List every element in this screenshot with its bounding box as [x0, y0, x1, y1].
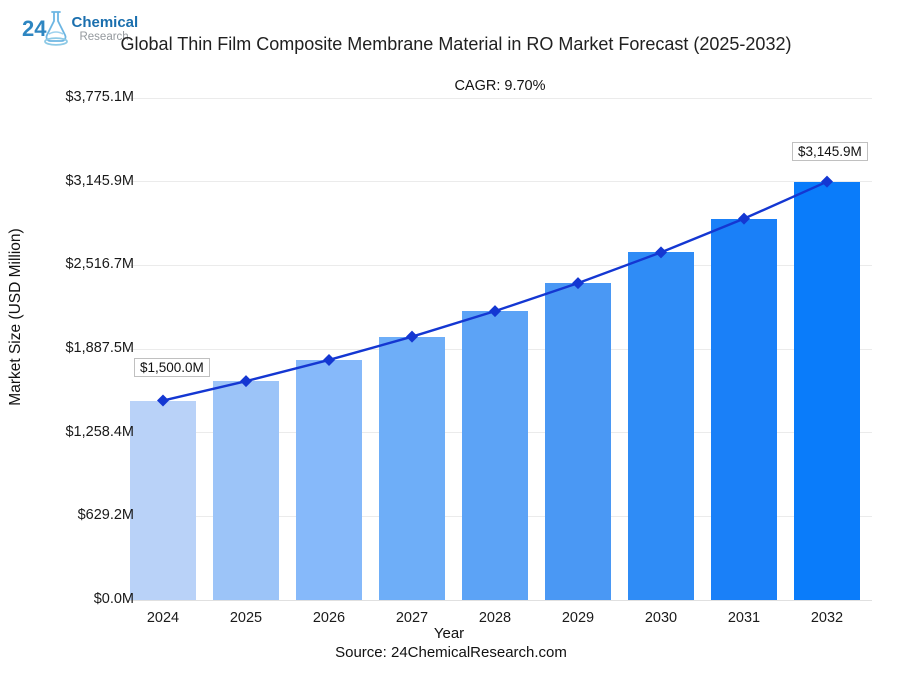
marker-2030: [655, 246, 667, 259]
source-credit: Source: 24ChemicalResearch.com: [335, 644, 567, 661]
brand-number: 24: [22, 16, 47, 41]
x-tick-label: 2025: [229, 610, 263, 626]
y-tick-label: $1,258.4M: [65, 423, 134, 440]
bar-2024: [130, 400, 196, 600]
bar-2028: [462, 311, 528, 600]
bar-2032: [794, 181, 860, 600]
x-tick-label: 2028: [478, 610, 512, 626]
marker-2027: [406, 330, 418, 343]
trend-polyline: [162, 180, 828, 402]
marker-2025: [240, 375, 252, 388]
y-tick-label: $0.0M: [93, 591, 134, 607]
x-tick-label: 2032: [810, 610, 844, 626]
x-axis-title: Year: [433, 625, 465, 642]
brand-logo: 24 Chemical Research: [22, 10, 138, 51]
y-tick-label: $1,887.5M: [65, 340, 134, 356]
x-tick-label: 2029: [561, 610, 595, 626]
chart-title: Global Thin Film Composite Membrane Mate…: [120, 34, 792, 54]
x-tick-label: 2030: [644, 610, 678, 626]
bar-2030: [628, 252, 694, 600]
x-tick-label: 2024: [146, 610, 180, 626]
brand-name-top: Chemical: [71, 14, 139, 31]
trend-line: [157, 175, 833, 407]
marker-2029: [572, 277, 584, 290]
value-callout-2024: $1,500.0M: [134, 357, 210, 377]
y-tick-label: $629.2M: [77, 507, 134, 524]
gridline: [127, 264, 872, 266]
brand-name: Chemical Research: [71, 15, 138, 44]
y-tick-label: $3,145.9M: [65, 172, 134, 189]
x-tick-label: 2027: [395, 610, 429, 626]
cagr-subtitle: CAGR: 9.70%: [454, 78, 546, 94]
gridline: [127, 97, 872, 99]
value-callout-2032: $3,145.9M: [792, 141, 868, 161]
x-tick-label: 2026: [312, 610, 346, 626]
gridline: [127, 599, 872, 601]
brand-name-bottom: Research: [79, 31, 129, 43]
y-axis-title: Market Size (USD Million): [7, 228, 24, 406]
marker-2031: [738, 212, 750, 225]
y-tick-label: $3,775.1M: [65, 89, 134, 105]
marker-2028: [489, 305, 501, 318]
x-tick-label: 2031: [727, 610, 761, 626]
marker-2032: [821, 175, 833, 188]
flask-icon: [43, 10, 69, 51]
marker-2026: [323, 353, 335, 366]
y-tick-label: $2,516.7M: [65, 256, 134, 273]
marker-2024: [157, 394, 169, 407]
gridline: [127, 181, 872, 183]
bar-2029: [545, 283, 611, 600]
bar-2025: [213, 381, 279, 600]
plot-area: [127, 97, 872, 601]
bar-2026: [296, 359, 362, 600]
bar-2031: [711, 218, 777, 600]
bar-2027: [379, 336, 445, 600]
